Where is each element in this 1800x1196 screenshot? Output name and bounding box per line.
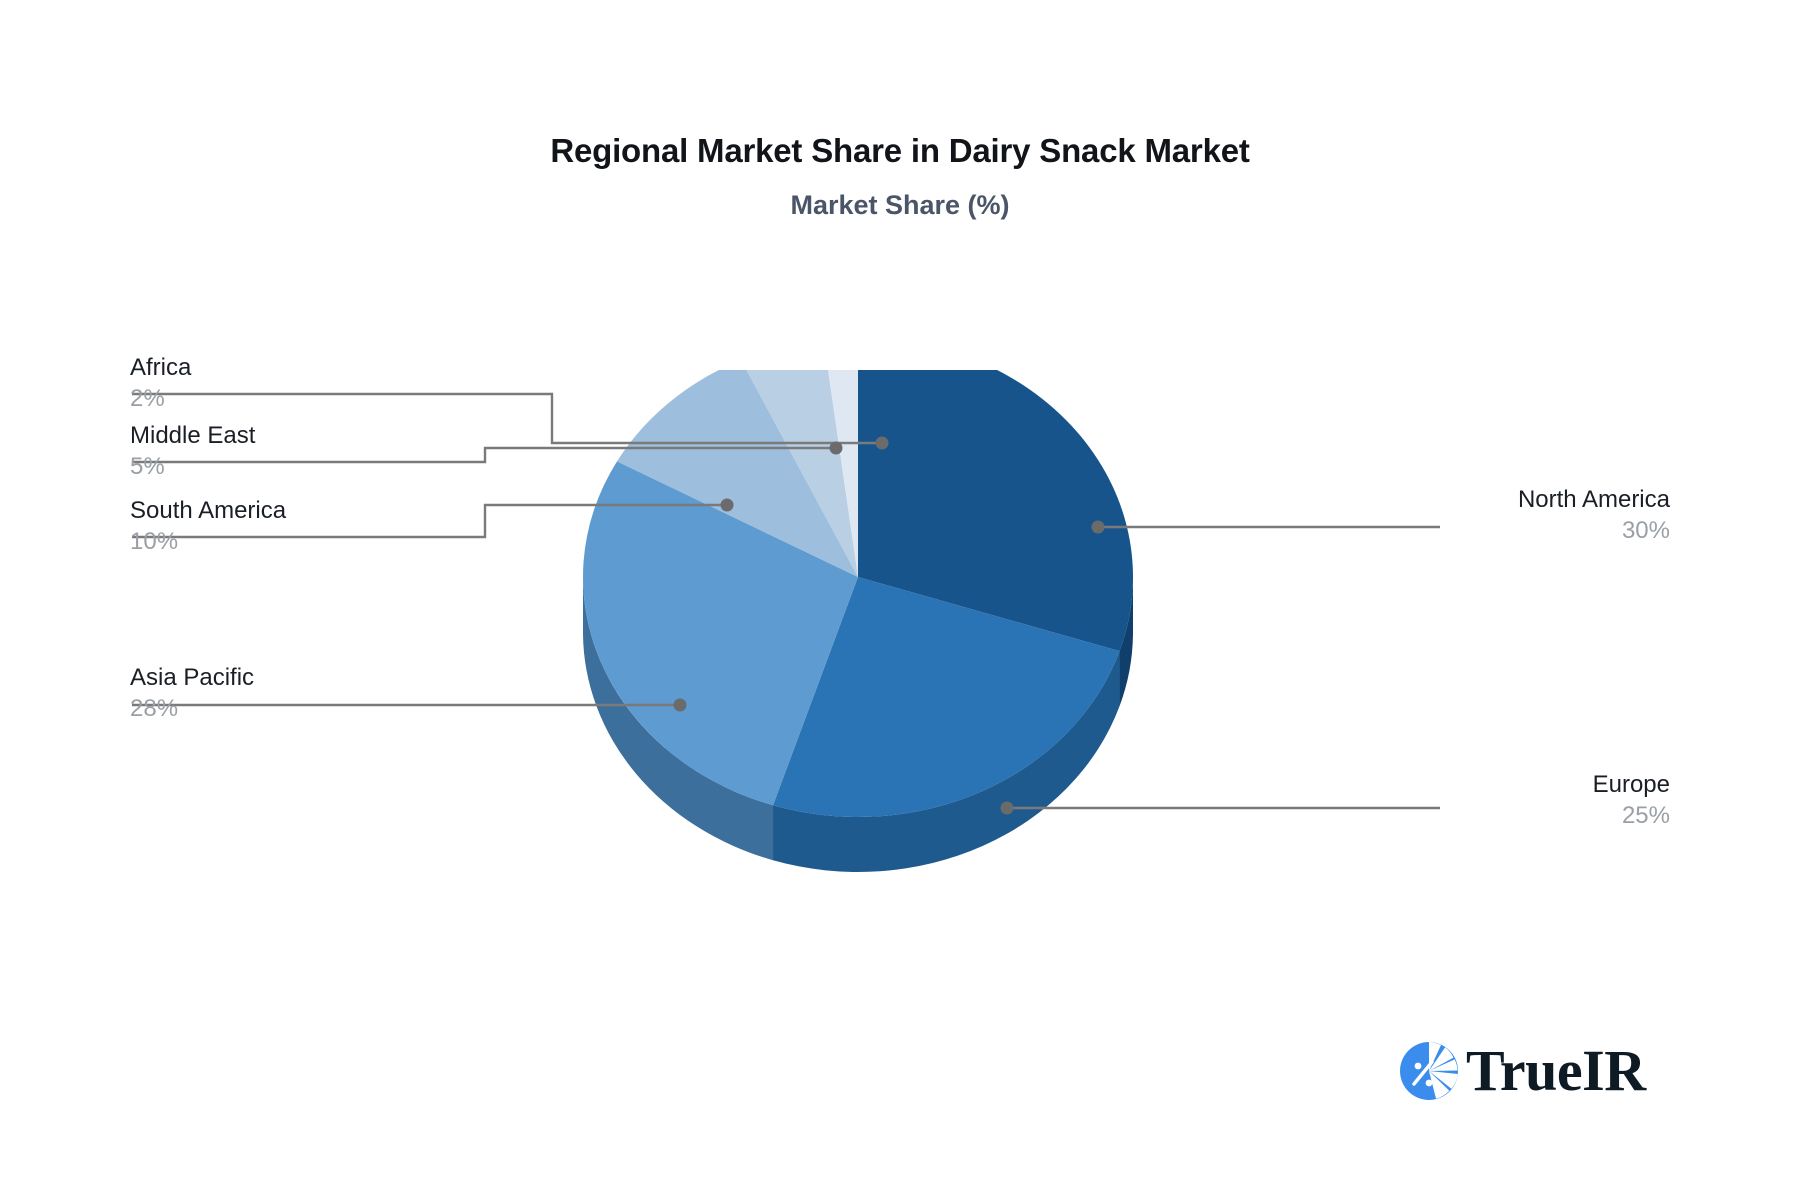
brand-name: TrueIR: [1466, 1038, 1646, 1103]
pie-depth-asia-pacific: [583, 577, 774, 861]
pie-depth-band: [583, 577, 1133, 872]
callout-europe-value: 25%: [1621, 802, 1670, 829]
callout-europe-label: Europe: [1592, 771, 1670, 798]
chart-subtitle: Market Share (%): [790, 190, 1010, 220]
pie-slice-north-america[interactable]: [858, 370, 1133, 652]
callout-europe[interactable]: Europe 25%: [1170, 770, 1670, 832]
pie-depth-europe: [773, 651, 1120, 872]
brand-logo[interactable]: TrueIR: [1398, 1040, 1646, 1102]
callout-africa-label: Africa: [130, 354, 192, 381]
pie-chart: [578, 370, 1138, 930]
callout-africa[interactable]: Africa 2%: [130, 353, 191, 415]
pie-depth-north-america: [1119, 577, 1133, 707]
pie-chart-svg: [583, 370, 1133, 872]
callout-asia-pacific-value: 28%: [130, 695, 179, 722]
pie-slice-asia-pacific[interactable]: [583, 461, 858, 806]
callout-middle-east-label: Middle East: [130, 422, 256, 449]
chart-title: Regional Market Share in Dairy Snack Mar…: [550, 132, 1250, 169]
pie-slice-europe[interactable]: [773, 577, 1120, 817]
callout-north-america-label: North America: [1517, 486, 1670, 513]
callout-south-america-label: South America: [130, 497, 287, 524]
pie-chart-logo-icon: [1400, 1042, 1458, 1100]
callout-north-america-value: 30%: [1621, 517, 1670, 544]
callout-africa-value: 2%: [130, 385, 165, 412]
callout-south-america-value: 10%: [130, 528, 179, 555]
callout-middle-east-value: 5%: [130, 453, 165, 480]
callout-asia-pacific-label: Asia Pacific: [130, 664, 255, 691]
callout-north-america[interactable]: North America 30%: [1170, 485, 1670, 547]
pie-top-face: [583, 370, 1133, 817]
callout-middle-east[interactable]: Middle East 5%: [130, 421, 255, 483]
callout-asia-pacific[interactable]: Asia Pacific 28%: [130, 663, 254, 725]
callout-south-america[interactable]: South America 10%: [130, 496, 286, 558]
